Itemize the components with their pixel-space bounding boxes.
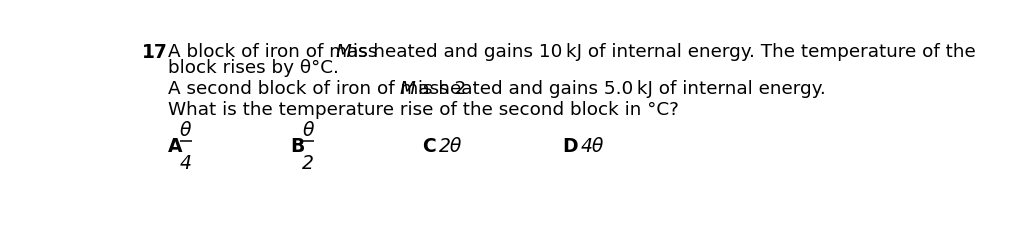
Text: A: A	[168, 137, 183, 155]
Text: D: D	[562, 137, 578, 155]
Text: A block of iron of mass: A block of iron of mass	[168, 43, 384, 61]
Text: A second block of iron of mass 2: A second block of iron of mass 2	[168, 80, 467, 98]
Text: M: M	[399, 80, 416, 98]
Text: 4θ: 4θ	[581, 137, 604, 155]
Text: 17: 17	[142, 43, 168, 62]
Text: 2: 2	[302, 154, 314, 173]
Text: θ: θ	[302, 120, 313, 140]
Text: θ: θ	[180, 120, 191, 140]
Text: What is the temperature rise of the second block in °C?: What is the temperature rise of the seco…	[168, 101, 679, 119]
Text: 4: 4	[180, 154, 191, 173]
Text: 2θ: 2θ	[439, 137, 463, 155]
Text: is heated and gains 10 kJ of internal energy. The temperature of the: is heated and gains 10 kJ of internal en…	[347, 43, 976, 61]
Text: C: C	[423, 137, 436, 155]
Text: is heated and gains 5.0 kJ of internal energy.: is heated and gains 5.0 kJ of internal e…	[412, 80, 825, 98]
Text: block rises by θ°C.: block rises by θ°C.	[168, 59, 339, 77]
Text: B: B	[291, 137, 305, 155]
Text: M: M	[335, 43, 351, 61]
